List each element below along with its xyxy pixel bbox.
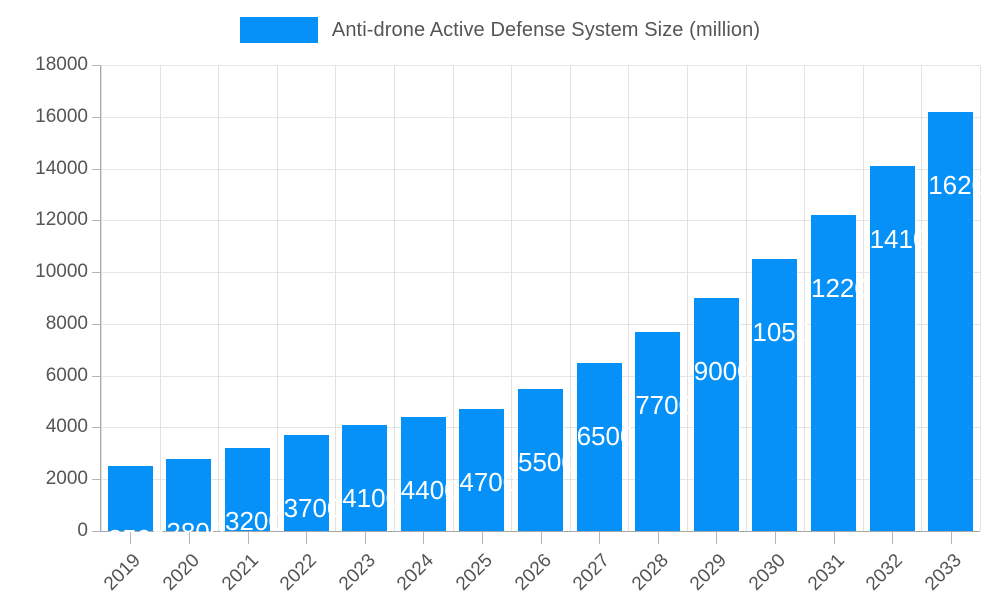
y-axis-tick: [92, 116, 100, 118]
x-axis-tick: [716, 532, 718, 544]
x-axis-tick-label: 2033: [920, 550, 966, 595]
x-axis-tick: [306, 532, 308, 544]
x-gridline: [277, 65, 278, 531]
x-gridline: [218, 65, 219, 531]
x-axis-tick-label: 2022: [276, 550, 321, 595]
x-axis-tick-label: 2025: [451, 550, 497, 595]
bar[interactable]: [400, 417, 446, 531]
y-gridline: [101, 375, 980, 377]
y-gridline: [101, 272, 980, 274]
x-axis-tick-label: 2023: [334, 550, 380, 595]
x-axis-tick: [481, 532, 483, 544]
y-axis-labels: 0 2000 4000 6000 8000 10000 12000 14000 16000 180…: [0, 0, 92, 600]
bar[interactable]: [693, 298, 739, 531]
x-gridline: [921, 65, 922, 531]
x-axis-tick: [599, 532, 601, 544]
x-axis-tick-label: 2031: [803, 550, 849, 595]
x-gridline: [511, 65, 512, 531]
y-axis-tick-label: 0: [77, 520, 88, 541]
x-axis-tick: [364, 532, 366, 544]
y-axis-tick: [92, 375, 100, 377]
y-gridline: [101, 168, 980, 170]
y-gridline: [101, 531, 980, 532]
y-axis-tick: [92, 220, 100, 222]
x-axis-tick-label: 2029: [686, 550, 732, 595]
y-axis-tick-label: 2000: [45, 468, 88, 490]
legend-label-series-0[interactable]: Anti-drone Active Defense System Size (m…: [331, 18, 761, 41]
chart-legend: Anti-drone Active Defense System Size (m…: [0, 12, 1000, 48]
bar[interactable]: [283, 435, 329, 531]
y-axis-tick-label: 16000: [35, 105, 88, 127]
bar[interactable]: [576, 362, 622, 531]
x-gridline: [804, 65, 805, 531]
y-axis-tick-label: 8000: [45, 312, 88, 334]
x-axis-tick: [833, 532, 835, 544]
x-axis-tick-label: 2019: [100, 550, 146, 595]
y-axis-tick-label: 12000: [35, 209, 88, 231]
x-axis-tick-label: 2021: [217, 550, 263, 595]
x-axis-tick-label: 2020: [158, 550, 204, 595]
x-axis-tick: [774, 532, 776, 544]
x-axis-tick: [950, 532, 952, 544]
x-gridline: [453, 65, 454, 531]
x-gridline: [394, 65, 395, 531]
x-gridline: [628, 65, 629, 531]
x-gridline: [570, 65, 571, 531]
bar[interactable]: [869, 165, 915, 531]
y-axis-tick: [92, 479, 100, 481]
x-axis-tick-label: 2027: [569, 550, 614, 595]
x-gridline: [101, 65, 102, 531]
x-axis-tick: [247, 532, 249, 544]
x-axis-tick-label: 2032: [862, 550, 907, 595]
x-axis-tick-label: 2024: [393, 550, 439, 595]
x-gridline: [160, 65, 161, 531]
y-axis-tick-label: 4000: [45, 416, 88, 438]
x-gridline: [980, 65, 981, 531]
y-axis-tick: [92, 427, 100, 429]
y-axis-tick-label: 10000: [35, 261, 88, 283]
bar[interactable]: [459, 409, 505, 531]
x-gridline: [746, 65, 747, 531]
y-axis-tick-label: 14000: [35, 157, 88, 179]
y-gridline: [101, 220, 980, 222]
x-axis-tick-label: 2030: [744, 550, 790, 595]
bar[interactable]: [225, 448, 270, 531]
bar[interactable]: [166, 458, 212, 531]
y-gridline: [101, 65, 980, 66]
y-axis-tick-label: 6000: [45, 364, 88, 386]
y-gridline: [101, 323, 980, 325]
y-axis-tick: [92, 531, 100, 532]
y-axis-tick-label: 18000: [35, 54, 88, 75]
y-gridline: [101, 116, 980, 118]
legend-swatch-series-0[interactable]: [239, 17, 318, 43]
plot-area: 2500 2800 3200 3700 4100 4400 4700 5500 6500 7700…: [101, 65, 1000, 554]
x-axis-tick-label: 2028: [627, 550, 673, 595]
x-axis-tick: [892, 532, 894, 544]
x-gridline: [687, 65, 688, 531]
y-axis-tick: [92, 168, 100, 170]
x-axis-tick-label: 2026: [510, 550, 556, 595]
x-axis-tick: [188, 532, 190, 544]
bar[interactable]: [752, 259, 798, 531]
bar[interactable]: [518, 388, 563, 531]
bar[interactable]: [928, 111, 974, 531]
y-axis-tick: [92, 272, 100, 274]
bar[interactable]: [107, 466, 153, 531]
y-axis-tick: [92, 65, 100, 66]
x-axis-tick: [657, 532, 659, 544]
x-gridline: [335, 65, 336, 531]
y-axis-tick: [92, 323, 100, 325]
bar[interactable]: [635, 331, 681, 531]
x-axis-tick: [423, 532, 425, 544]
bar[interactable]: [811, 215, 856, 531]
x-axis-tick: [130, 532, 132, 544]
x-gridline: [863, 65, 864, 531]
x-axis-tick: [540, 532, 542, 544]
bar[interactable]: [342, 424, 388, 531]
